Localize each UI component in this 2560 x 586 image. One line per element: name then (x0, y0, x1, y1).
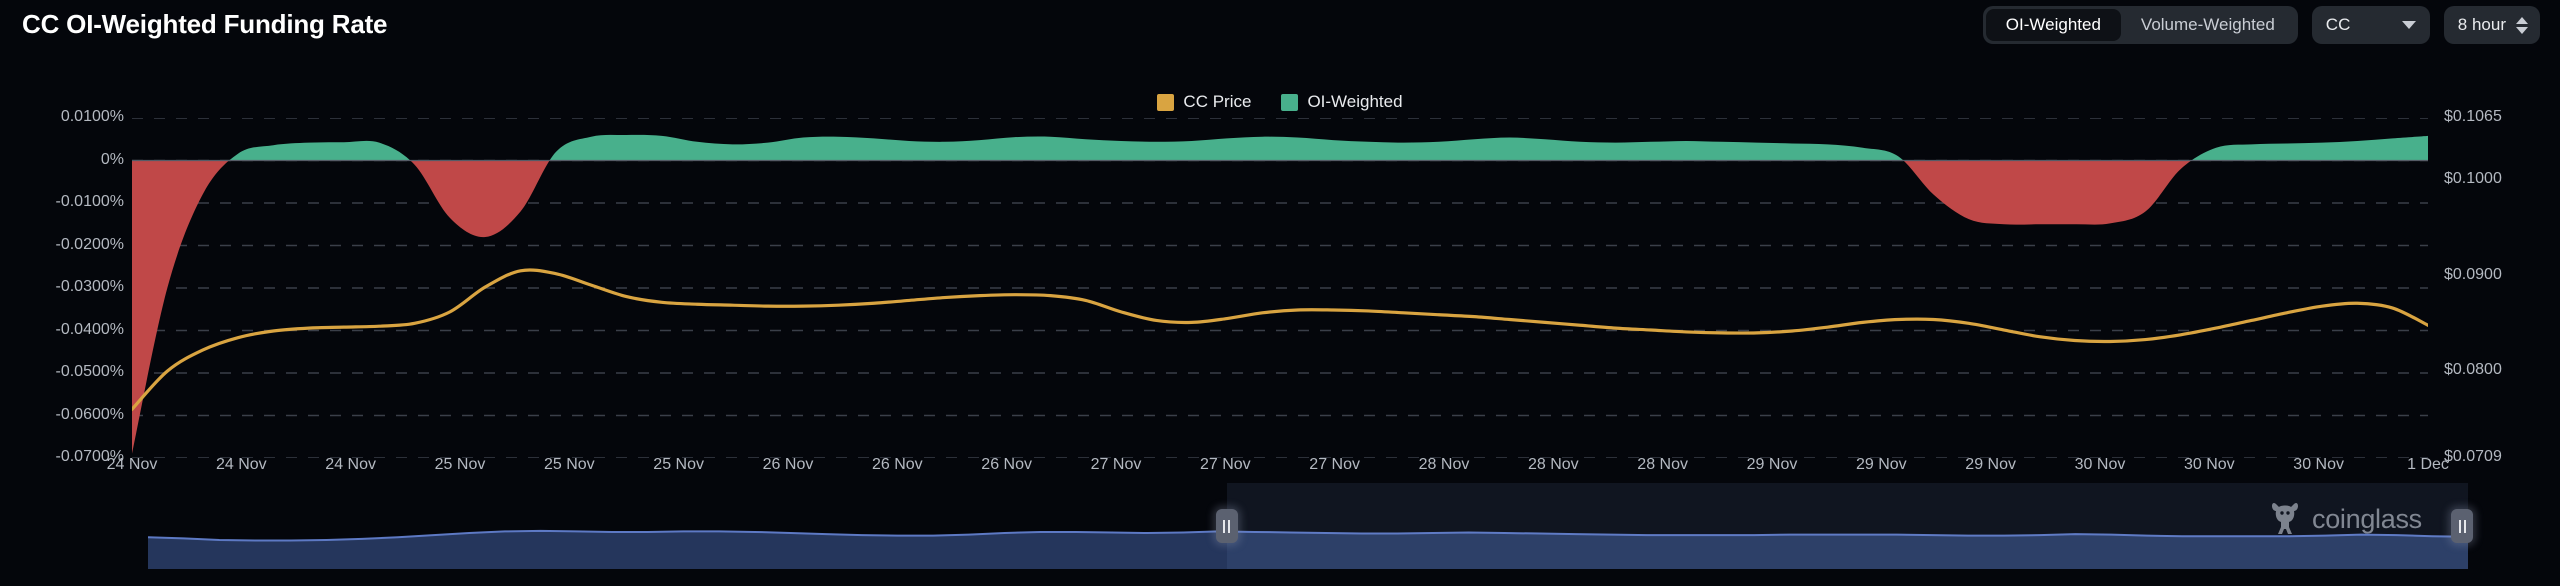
symbol-select[interactable]: CC (2311, 6, 2430, 44)
x-axis-tick: 28 Nov (1418, 456, 1470, 473)
left-value-axis: 0.0100% 0% -0.0100% -0.0200% -0.0300% -0.0400… (0, 108, 132, 465)
arrow-up-icon[interactable] (2516, 16, 2528, 24)
legend-swatch-cc-price (1157, 93, 1175, 111)
tab-volume-weighted[interactable]: Volume-Weighted (2140, 15, 2275, 34)
left-axis-tick: -0.0300% (55, 278, 125, 295)
x-axis-tick: 30 Nov (2183, 456, 2235, 473)
navigator-preview-chart[interactable] (148, 483, 2468, 569)
arrow-down-icon[interactable] (2516, 26, 2528, 34)
x-axis-tick: 28 Nov (1637, 456, 1689, 473)
legend-label-cc-price: CC Price (1183, 92, 1252, 111)
left-axis-tick: -0.0600% (55, 405, 125, 423)
x-axis-tick: 28 Nov (1527, 456, 1579, 473)
x-axis-tick: 25 Nov (543, 456, 595, 473)
x-axis-tick: 26 Nov (762, 456, 814, 473)
x-axis-tick: 29 Nov (1746, 456, 1798, 473)
left-axis-tick: 0.0100% (60, 108, 124, 125)
left-axis-tick: -0.0700% (55, 448, 125, 465)
x-axis-tick: 29 Nov (1965, 456, 2017, 473)
chart-plot-area[interactable]: 0.0100% 0% -0.0100% -0.0200% -0.0300% -0.0400… (0, 108, 2560, 534)
x-axis-tick: 26 Nov (871, 456, 923, 473)
legend-label-oi-weighted: OI-Weighted (1307, 92, 1403, 111)
x-axis-tick: 25 Nov (434, 456, 486, 473)
right-axis-tick: $0.0800 (2444, 361, 2502, 379)
left-axis-tick: -0.0400% (55, 320, 125, 338)
interval-stepper[interactable]: 8 hour (2443, 6, 2540, 44)
page-title: CC OI-Weighted Funding Rate (22, 9, 388, 39)
weighting-mode-toggle[interactable]: OI-Weighted Volume-Weighted (1982, 6, 2298, 44)
x-axis-tick: 30 Nov (2074, 456, 2126, 473)
right-axis-tick: $0.0709 (2444, 448, 2502, 465)
x-axis-tick: 29 Nov (1855, 456, 1907, 473)
navigator-area-line (148, 529, 2468, 542)
left-axis-tick: -0.0100% (55, 193, 125, 210)
chart-canvas[interactable] (132, 118, 2428, 458)
navigator-handle-left[interactable] (1215, 509, 1238, 543)
navigator-handle-right[interactable] (2451, 509, 2473, 543)
chevron-down-icon (2401, 21, 2416, 29)
chart-legend: CC Price OI-Weighted (0, 92, 2560, 112)
x-axis-tick: 26 Nov (981, 456, 1033, 473)
x-axis-tick: 27 Nov (1199, 456, 1251, 473)
oi-weighted-positive-area (132, 134, 2428, 161)
right-price-axis: $0.1065 $0.1000 $0.0900 $0.0800 $0.0709 (2428, 108, 2560, 465)
chart-header: CC OI-Weighted Funding Rate OI-Weighted … (0, 0, 2560, 48)
interval-stepper-value: 8 hour (2457, 15, 2506, 34)
x-axis-tick: 24 Nov (215, 456, 267, 473)
right-axis-tick: $0.1065 (2444, 108, 2502, 125)
navigator-area-fill (148, 530, 2468, 569)
chart-controls: OI-Weighted Volume-Weighted CC 8 hour (1982, 6, 2540, 44)
x-axis-tick: 1 Dec (2407, 456, 2449, 473)
left-axis-tick: 0% (100, 150, 124, 168)
legend-item-cc-price[interactable]: CC Price (1157, 92, 1251, 112)
right-axis-tick: $0.1000 (2444, 170, 2502, 188)
x-axis-tick: 27 Nov (1309, 456, 1361, 473)
x-axis-tick: 24 Nov (325, 456, 377, 473)
cc-price-line (132, 268, 2428, 411)
left-axis-tick: -0.0200% (55, 235, 125, 253)
x-axis-tick: 25 Nov (653, 456, 705, 473)
x-axis-labels: 24 Nov 24 Nov 24 Nov 25 Nov 25 Nov 25 Nov 26 N… (107, 456, 2449, 480)
x-axis-tick: 24 Nov (106, 456, 158, 473)
left-axis-tick: -0.0500% (55, 363, 125, 380)
x-axis-tick: 27 Nov (1090, 456, 1142, 473)
stepper-arrows-icon[interactable] (2516, 16, 2528, 34)
chart-navigator[interactable] (148, 483, 2473, 569)
symbol-select-value: CC (2325, 15, 2351, 34)
legend-swatch-oi-weighted (1281, 93, 1299, 111)
x-axis-tick: 30 Nov (2293, 456, 2345, 473)
tab-oi-weighted[interactable]: OI-Weighted (1985, 9, 2121, 41)
legend-item-oi-weighted[interactable]: OI-Weighted (1281, 92, 1403, 112)
right-axis-tick: $0.0900 (2444, 265, 2502, 283)
